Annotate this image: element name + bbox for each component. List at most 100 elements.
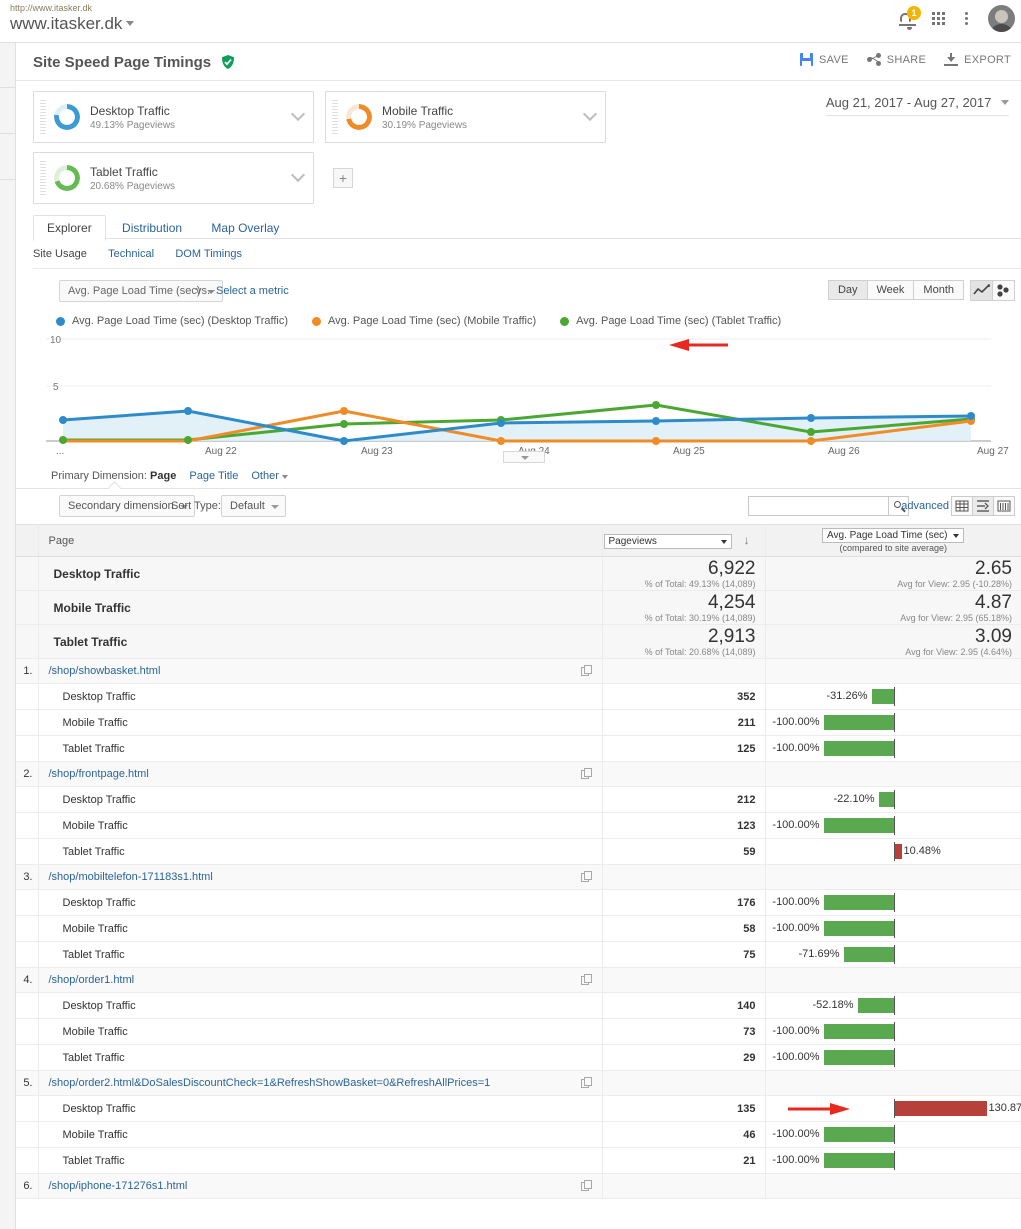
add-segment-button[interactable]: +	[333, 168, 353, 188]
table-row[interactable]: Desktop Traffic 176 -100.00%	[16, 889, 1021, 916]
pageviews-cell: 140	[601, 992, 765, 1019]
advanced-link[interactable]: advanced	[901, 500, 949, 512]
timeseries-chart[interactable]: 10 5	[16, 333, 1021, 463]
metric-bar-cell	[764, 967, 1021, 993]
chevron-down-icon[interactable]	[290, 106, 306, 122]
export-button[interactable]: EXPORT	[944, 53, 1011, 66]
share-button[interactable]: SHARE	[866, 53, 926, 66]
percent-label: -100.00%	[772, 819, 820, 831]
pivot-view-icon[interactable]	[972, 496, 994, 516]
metric-column-sublabel: (compared to site average)	[839, 543, 948, 553]
table-row[interactable]: Tablet Traffic 29 -100.00%	[16, 1044, 1021, 1071]
granularity-month[interactable]: Month	[913, 280, 964, 300]
metric-select[interactable]: Avg. Page Load Time (sec)	[59, 280, 224, 302]
select-a-metric-link[interactable]: Select a metric	[216, 285, 289, 297]
line-chart-icon[interactable]	[970, 280, 993, 301]
table-row-group[interactable]: 4. /shop/order1.html	[16, 967, 1021, 993]
tab-distribution[interactable]: Distribution	[122, 221, 183, 235]
granularity-week[interactable]: Week	[866, 280, 915, 300]
pageviews-value: 212	[737, 793, 756, 806]
tab-map-overlay[interactable]: Map Overlay	[211, 221, 280, 235]
segment-name-cell: Desktop Traffic	[38, 889, 602, 916]
table-row[interactable]: Mobile Traffic 123 -100.00%	[16, 812, 1021, 839]
open-in-new-window-icon[interactable]	[580, 1180, 592, 1191]
table-row[interactable]: Tablet Traffic 125 -100.00%	[16, 735, 1021, 762]
tab-explorer[interactable]: Explorer	[33, 215, 106, 241]
scatter-plot-icon[interactable]	[992, 280, 1015, 301]
page-link[interactable]: /shop/frontpage.html	[48, 768, 149, 780]
drag-handle-icon[interactable]	[332, 100, 338, 134]
sort-type-select[interactable]: Default	[221, 495, 286, 517]
table-row[interactable]: Mobile Traffic 211 -100.00%	[16, 709, 1021, 736]
save-button[interactable]: SAVE	[800, 53, 849, 66]
search-button[interactable]	[889, 496, 909, 516]
subtab-technical[interactable]: Technical	[108, 248, 155, 260]
table-row[interactable]: Tablet Traffic 59 10.48%	[16, 838, 1021, 865]
notifications-button[interactable]: 1	[898, 5, 921, 30]
sort-type-value: Default	[230, 500, 265, 512]
segment-tablet-traffic[interactable]: Tablet Traffic 20.68% Pageviews	[33, 152, 314, 204]
subtab-dom-timings[interactable]: DOM Timings	[175, 248, 242, 260]
page-cell: /shop/order1.html	[38, 967, 602, 993]
account-selector[interactable]: www.itasker.dk	[10, 14, 135, 34]
legend-item-desktop[interactable]: Avg. Page Load Time (sec) (Desktop Traff…	[56, 315, 288, 327]
open-in-new-window-icon[interactable]	[580, 665, 592, 676]
bar-below-average	[823, 1153, 894, 1168]
table-view-icon[interactable]	[951, 496, 973, 516]
search-input[interactable]	[748, 496, 889, 516]
table-row[interactable]: Mobile Traffic 73 -100.00%	[16, 1018, 1021, 1045]
page-link[interactable]: /shop/order1.html	[48, 974, 135, 986]
summary-metric-value: 2.65	[975, 558, 1012, 579]
open-in-new-window-icon[interactable]	[580, 1077, 592, 1088]
more-options-icon[interactable]	[959, 12, 974, 25]
chevron-down-icon[interactable]	[290, 167, 306, 183]
open-in-new-window-icon[interactable]	[580, 768, 592, 779]
chart-svg	[46, 338, 991, 445]
subtab-site-usage[interactable]: Site Usage	[33, 248, 87, 260]
apps-grid-icon[interactable]	[932, 12, 945, 25]
page-cell: /shop/showbasket.html	[38, 658, 602, 684]
table-row-group[interactable]: 5. /shop/order2.html&DoSalesDiscountCheck…	[16, 1070, 1021, 1096]
segment-name-cell: Mobile Traffic	[38, 915, 602, 942]
date-range-selector[interactable]: Aug 21, 2017 - Aug 27, 2017	[825, 95, 1009, 116]
primary-dimension-bar: Primary Dimension: Page Page Title Other	[16, 470, 1021, 494]
chevron-down-icon[interactable]	[582, 106, 598, 122]
table-row[interactable]: Mobile Traffic 58 -100.00%	[16, 915, 1021, 942]
open-in-new-window-icon[interactable]	[580, 871, 592, 882]
page-link[interactable]: /shop/showbasket.html	[48, 665, 161, 677]
legend-item-tablet[interactable]: Avg. Page Load Time (sec) (Tablet Traffi…	[560, 315, 781, 327]
table-row-group[interactable]: 2. /shop/frontpage.html	[16, 761, 1021, 787]
page-link[interactable]: /shop/iphone-171276s1.html	[48, 1180, 188, 1192]
segment-desktop-traffic[interactable]: Desktop Traffic 49.13% Pageviews	[33, 91, 314, 143]
granularity-day[interactable]: Day	[827, 280, 868, 300]
table-row[interactable]: Mobile Traffic 46 -100.00%	[16, 1121, 1021, 1148]
table-row[interactable]: Tablet Traffic 21 -100.00%	[16, 1147, 1021, 1174]
table-row[interactable]: Desktop Traffic 212 -22.10%	[16, 786, 1021, 813]
metric-column-select[interactable]: Avg. Page Load Time (sec)	[822, 528, 965, 543]
chart-expand-handle[interactable]	[503, 451, 545, 463]
open-in-new-window-icon[interactable]	[580, 974, 592, 985]
segment-mobile-traffic[interactable]: Mobile Traffic 30.19% Pageviews	[325, 91, 606, 143]
zero-baseline	[893, 713, 895, 732]
table-row[interactable]: Desktop Traffic 352 -31.26%	[16, 683, 1021, 710]
page-link[interactable]: /shop/order2.html&DoSalesDiscountCheck=1…	[48, 1077, 491, 1089]
drag-handle-icon[interactable]	[40, 100, 46, 134]
avatar[interactable]	[988, 5, 1015, 32]
table-row[interactable]: Desktop Traffic 140 -52.18%	[16, 992, 1021, 1019]
dimension-link-page-title[interactable]: Page Title	[189, 470, 239, 482]
sort-descending-icon[interactable]: ↓	[743, 532, 750, 547]
secondary-dimension-select[interactable]: Secondary dimension	[59, 495, 195, 517]
pageviews-label: Pageviews	[608, 535, 657, 547]
table-row-group[interactable]: 6. /shop/iphone-171276s1.html	[16, 1173, 1021, 1199]
table-row[interactable]: Tablet Traffic 75 -71.69%	[16, 941, 1021, 968]
page-link[interactable]: /shop/mobiltelefon-171183s1.html	[48, 871, 213, 883]
dimension-link-other[interactable]: Other	[251, 470, 288, 482]
table-row-group[interactable]: 3. /shop/mobiltelefon-171183s1.html	[16, 864, 1021, 890]
table-row[interactable]: Desktop Traffic 135 130.87%	[16, 1095, 1021, 1122]
legend-item-mobile[interactable]: Avg. Page Load Time (sec) (Mobile Traffi…	[312, 315, 536, 327]
pageviews-cell: 59	[601, 838, 765, 865]
comparison-view-icon[interactable]	[993, 496, 1015, 516]
drag-handle-icon[interactable]	[40, 161, 46, 195]
pageviews-metric-select[interactable]: Pageviews	[603, 533, 732, 549]
table-row-group[interactable]: 1. /shop/showbasket.html	[16, 658, 1021, 684]
